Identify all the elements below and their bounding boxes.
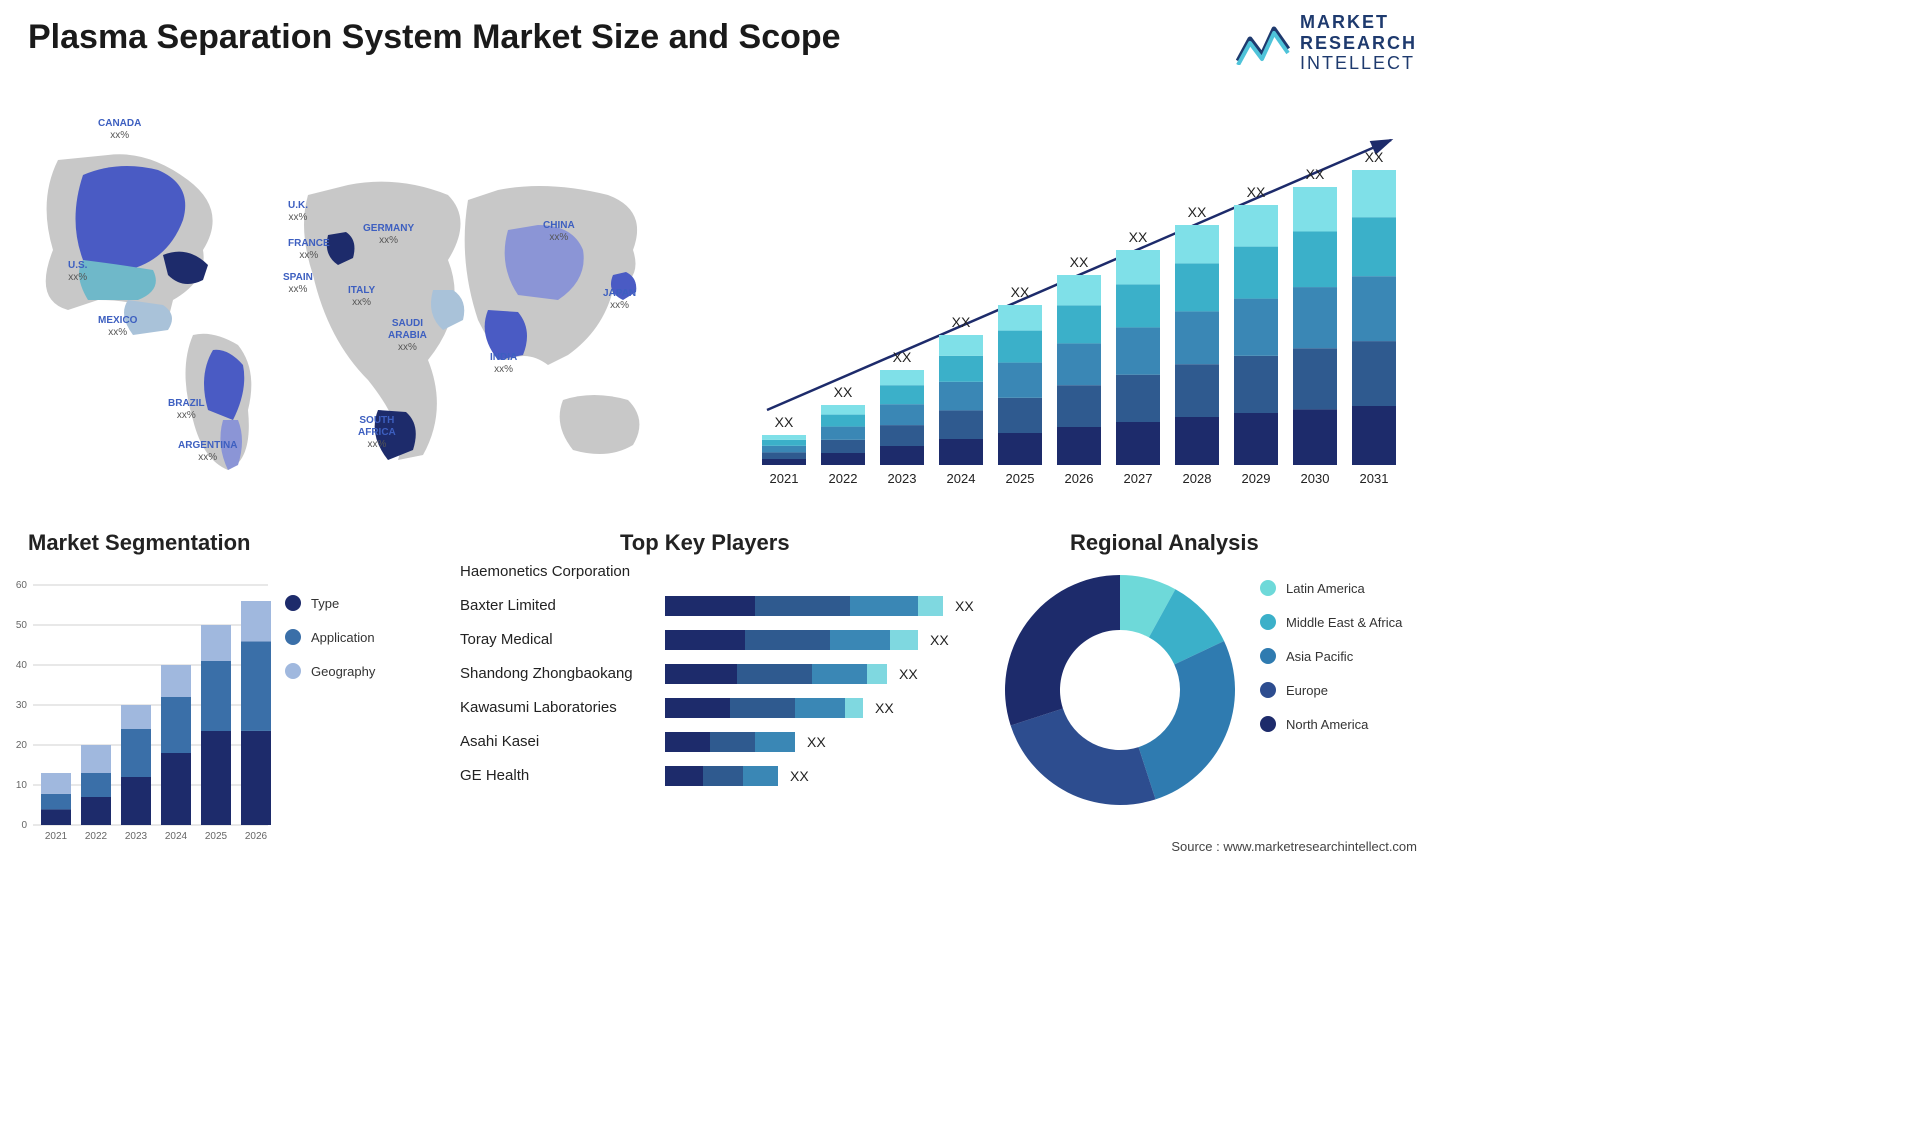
main-chart-svg: XX 2021 XX 2022 XX 2023 XX 2024 XX 2025 XX 2026 XX 20… <box>750 100 1420 495</box>
map-label: JAPANxx% <box>603 288 636 312</box>
svg-text:XX: XX <box>1247 184 1266 200</box>
svg-text:2030: 2030 <box>1301 471 1330 486</box>
legend-item: Latin America <box>1260 580 1430 596</box>
svg-text:XX: XX <box>1306 166 1325 182</box>
map-label: INDIAxx% <box>490 352 517 376</box>
legend-item: Type <box>285 595 435 611</box>
player-row: Haemonetics Corporation <box>460 556 980 587</box>
svg-text:2025: 2025 <box>1006 471 1035 486</box>
svg-text:10: 10 <box>16 780 28 791</box>
svg-text:2024: 2024 <box>947 471 976 486</box>
legend-item: Application <box>285 629 435 645</box>
svg-text:20: 20 <box>16 740 28 751</box>
logo-text: MARKET RESEARCH INTELLECT <box>1300 12 1417 74</box>
segmentation-title: Market Segmentation <box>28 530 251 556</box>
legend-item: Geography <box>285 663 435 679</box>
svg-text:2025: 2025 <box>205 831 228 842</box>
svg-text:2023: 2023 <box>125 831 148 842</box>
map-label: SAUDIARABIAxx% <box>388 318 427 354</box>
map-label: MEXICOxx% <box>98 315 137 339</box>
svg-text:40: 40 <box>16 660 28 671</box>
regional-legend: Latin America Middle East & Africa Asia Pa… <box>1260 580 1430 750</box>
logo-icon <box>1236 21 1290 65</box>
svg-text:XX: XX <box>834 384 853 400</box>
source-text: Source : www.marketresearchintellect.com <box>1171 839 1417 854</box>
player-row: Toray Medical XX <box>460 624 980 655</box>
legend-item: North America <box>1260 716 1430 732</box>
map-label: FRANCExx% <box>288 238 330 262</box>
legend-item: Middle East & Africa <box>1260 614 1430 630</box>
map-label: ARGENTINAxx% <box>178 440 237 464</box>
segmentation-svg: 0 10 20 30 40 50 60 2021 2022 2023 2024 2025 2026 <box>8 560 278 850</box>
world-map: CANADAxx% U.S.xx% MEXICOxx% BRAZILxx% ARGENT… <box>28 100 708 500</box>
player-row: Baxter Limited XX <box>460 590 980 621</box>
legend-item: Europe <box>1260 682 1430 698</box>
player-row: Asahi Kasei XX <box>460 726 980 757</box>
svg-text:XX: XX <box>893 349 912 365</box>
svg-text:2024: 2024 <box>165 831 188 842</box>
player-row: GE Health XX <box>460 760 980 791</box>
svg-text:XX: XX <box>1129 229 1148 245</box>
player-name: Toray Medical <box>460 631 665 648</box>
map-label: ITALYxx% <box>348 285 375 309</box>
legend-item: Asia Pacific <box>1260 648 1430 664</box>
brand-logo: MARKET RESEARCH INTELLECT <box>1236 12 1417 74</box>
svg-text:60: 60 <box>16 580 28 591</box>
donut-svg <box>1000 570 1240 810</box>
svg-text:2029: 2029 <box>1242 471 1271 486</box>
player-name: Baxter Limited <box>460 597 665 614</box>
player-name: GE Health <box>460 767 665 784</box>
svg-text:2028: 2028 <box>1183 471 1212 486</box>
player-name: Shandong Zhongbaokang <box>460 665 665 682</box>
svg-text:XX: XX <box>1070 254 1089 270</box>
svg-text:0: 0 <box>21 820 27 831</box>
regional-donut <box>1000 570 1240 810</box>
regional-title: Regional Analysis <box>1070 530 1259 556</box>
player-name: Asahi Kasei <box>460 733 665 750</box>
svg-text:2027: 2027 <box>1124 471 1153 486</box>
map-label: BRAZILxx% <box>168 398 205 422</box>
player-name: Kawasumi Laboratories <box>460 699 665 716</box>
svg-text:50: 50 <box>16 620 28 631</box>
map-label: SPAINxx% <box>283 272 313 296</box>
main-bar-chart: XX 2021 XX 2022 XX 2023 XX 2024 XX 2025 XX 2026 XX 20… <box>750 100 1420 495</box>
map-label: CHINAxx% <box>543 220 575 244</box>
svg-text:XX: XX <box>1188 204 1207 220</box>
svg-text:2022: 2022 <box>829 471 858 486</box>
players-title: Top Key Players <box>620 530 790 556</box>
map-label: U.S.xx% <box>68 260 87 284</box>
svg-text:2026: 2026 <box>1065 471 1094 486</box>
player-name: Haemonetics Corporation <box>460 563 665 580</box>
svg-text:2023: 2023 <box>888 471 917 486</box>
map-label: U.K.xx% <box>288 200 308 224</box>
svg-text:2031: 2031 <box>1360 471 1389 486</box>
svg-text:2022: 2022 <box>85 831 108 842</box>
segmentation-legend: Type Application Geography <box>285 595 435 697</box>
svg-text:30: 30 <box>16 700 28 711</box>
svg-text:XX: XX <box>1365 149 1384 165</box>
svg-text:XX: XX <box>1011 284 1030 300</box>
svg-text:2026: 2026 <box>245 831 268 842</box>
svg-text:2021: 2021 <box>45 831 68 842</box>
svg-text:2021: 2021 <box>770 471 799 486</box>
map-label: CANADAxx% <box>98 118 141 142</box>
map-label: GERMANYxx% <box>363 223 414 247</box>
svg-text:XX: XX <box>952 314 971 330</box>
players-chart: Haemonetics Corporation Baxter Limited X… <box>460 556 980 856</box>
player-row: Shandong Zhongbaokang XX <box>460 658 980 689</box>
svg-text:XX: XX <box>775 414 794 430</box>
player-row: Kawasumi Laboratories XX <box>460 692 980 723</box>
map-label: SOUTHAFRICAxx% <box>358 415 396 451</box>
page-title: Plasma Separation System Market Size and… <box>28 18 841 57</box>
